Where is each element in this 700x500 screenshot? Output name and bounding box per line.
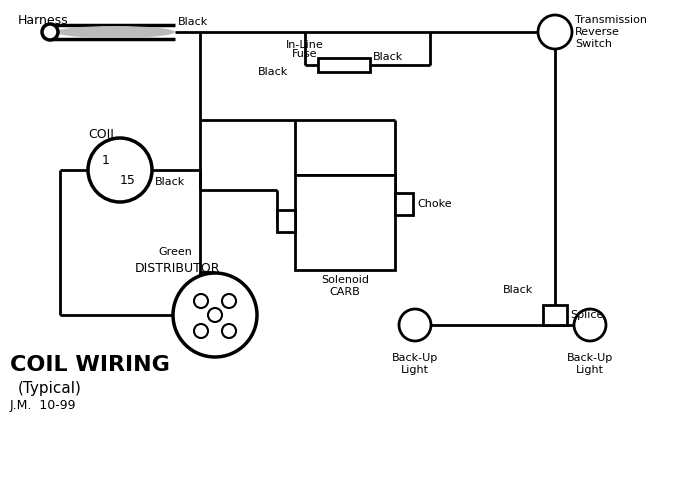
Bar [543, 305, 567, 325]
Circle shape [208, 308, 222, 322]
Bar [395, 193, 413, 215]
Text: Black: Black [503, 285, 533, 295]
Text: Black: Black [155, 177, 186, 187]
Text: Black: Black [178, 17, 209, 27]
Circle shape [194, 294, 208, 308]
Text: Transmission
Reverse
Switch: Transmission Reverse Switch [575, 16, 647, 48]
Circle shape [574, 309, 606, 341]
Text: Black: Black [258, 67, 288, 77]
Circle shape [173, 273, 257, 357]
Text: Harness: Harness [18, 14, 69, 26]
Text: 1: 1 [102, 154, 110, 166]
Text: In-Line: In-Line [286, 40, 324, 50]
Text: CARB: CARB [330, 287, 360, 297]
Circle shape [222, 324, 236, 338]
Text: Splice: Splice [570, 310, 603, 320]
Text: DISTRIBUTOR: DISTRIBUTOR [135, 262, 220, 274]
Text: Solenoid: Solenoid [321, 275, 369, 285]
Bar [277, 210, 295, 232]
Bar [318, 58, 370, 72]
Text: Back-Up
Light: Back-Up Light [567, 353, 613, 374]
Text: Back-Up
Light: Back-Up Light [392, 353, 438, 374]
Text: (Typical): (Typical) [18, 380, 82, 396]
Circle shape [88, 138, 152, 202]
Circle shape [399, 309, 431, 341]
Bar [295, 175, 395, 270]
Circle shape [538, 15, 572, 49]
Ellipse shape [42, 24, 58, 40]
Text: J.M.  10-99: J.M. 10-99 [10, 400, 76, 412]
Text: COIL: COIL [88, 128, 118, 141]
Text: Green: Green [158, 247, 192, 257]
Text: COIL WIRING: COIL WIRING [10, 355, 170, 375]
Text: Fuse: Fuse [293, 49, 318, 59]
Text: Choke: Choke [417, 199, 452, 209]
Text: 15: 15 [120, 174, 136, 186]
Circle shape [194, 324, 208, 338]
Circle shape [222, 294, 236, 308]
Text: Black: Black [373, 52, 403, 62]
Ellipse shape [55, 26, 175, 38]
